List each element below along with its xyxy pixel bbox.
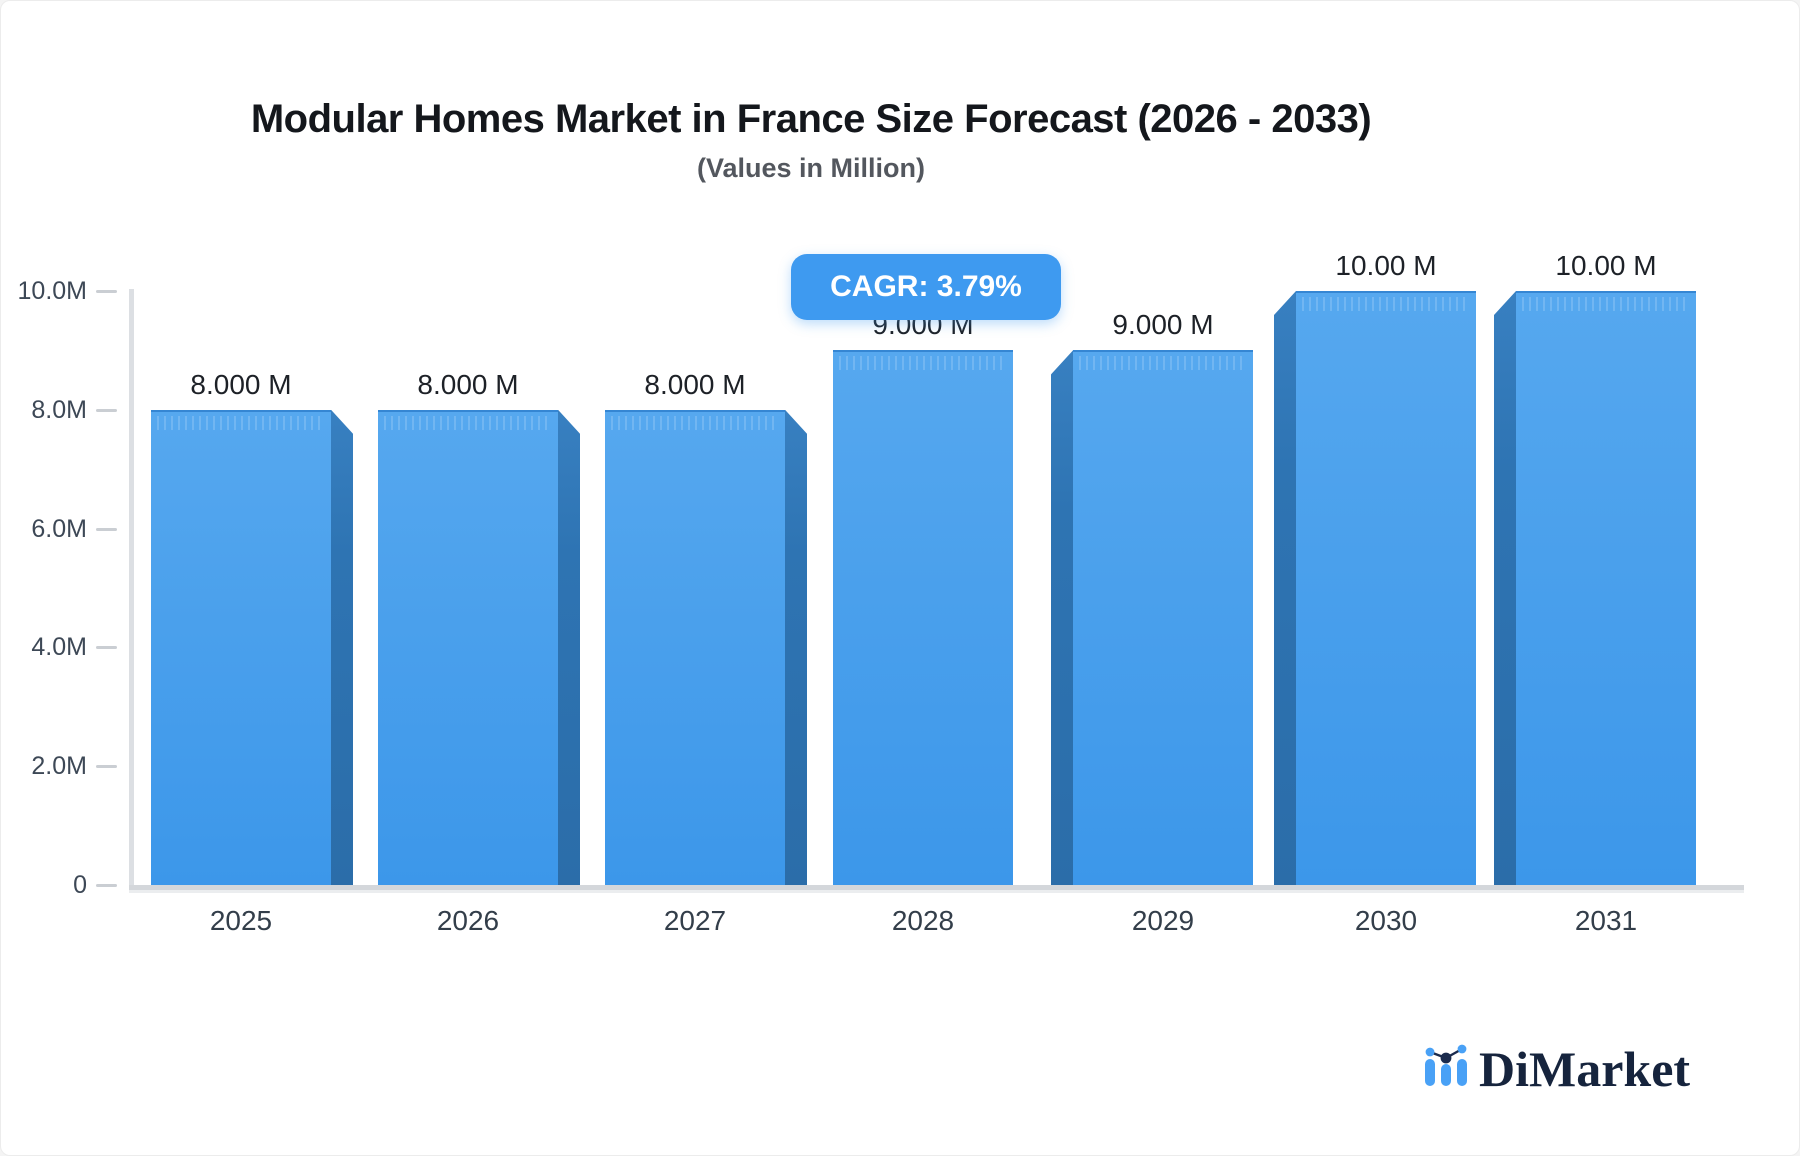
cagr-badge: CAGR: 3.79% xyxy=(791,254,1061,320)
dimarket-logo-text: DiMarket xyxy=(1479,1041,1691,1097)
x-axis-label-2030: 2030 xyxy=(1354,905,1418,936)
bar-2031[interactable] xyxy=(1516,291,1696,885)
bar-value-label-2031: 10.00 M xyxy=(1555,250,1657,281)
x-axis-label-2025: 2025 xyxy=(209,905,273,936)
x-axis-label-2031: 2031 xyxy=(1574,905,1638,936)
x-axis-shadow xyxy=(129,890,1744,893)
x-axis-label-2029: 2029 xyxy=(1131,905,1195,936)
y-tick-label: 8.0M xyxy=(31,395,87,424)
y-tick-label: 0 xyxy=(73,871,87,899)
chart-title: Modular Homes Market in France Size Fore… xyxy=(250,97,1372,141)
dimarket-logo: DiMarket xyxy=(1423,1041,1743,1111)
y-tick-label: 2.0M xyxy=(31,752,87,781)
bar-value-label-2030: 10.00 M xyxy=(1335,250,1437,281)
y-tick-mark xyxy=(96,527,117,531)
bar-side-face xyxy=(558,409,580,885)
bar-value-label-2025: 8.000 M xyxy=(190,368,292,400)
y-tick-label: 6.0M xyxy=(31,514,87,543)
y-tick-mark xyxy=(96,765,117,769)
bar-side-face xyxy=(1274,291,1296,885)
bar-value-label-2026: 8.000 M xyxy=(417,368,519,400)
bar-2030[interactable] xyxy=(1296,291,1476,885)
y-tick-mark xyxy=(96,884,117,887)
x-axis-label-2028: 2028 xyxy=(891,905,955,936)
dimarket-logo-icon xyxy=(1425,1044,1467,1086)
y-tick-mark xyxy=(96,646,117,650)
y-tick-label: 4.0M xyxy=(31,633,87,662)
y-tick-mark xyxy=(96,290,117,293)
bar-side-face xyxy=(785,409,807,885)
bar-value-label-2029: 9.000 M xyxy=(1112,309,1214,341)
bar-2027[interactable] xyxy=(605,409,785,885)
x-axis-label-2026: 2026 xyxy=(436,905,500,936)
x-axis-line xyxy=(129,885,1744,890)
bar-2026[interactable] xyxy=(378,409,558,885)
bar-side-face xyxy=(1494,291,1516,885)
chart-subtitle: (Values in Million) xyxy=(696,153,926,183)
y-axis-line xyxy=(129,289,134,887)
bar-side-face xyxy=(1051,350,1073,885)
bar-value-label-2027: 8.000 M xyxy=(644,368,746,400)
bar-2029[interactable] xyxy=(1073,350,1253,885)
y-tick-label: 10.0M xyxy=(17,277,87,305)
y-tick-mark xyxy=(96,408,117,412)
bar-2028[interactable] xyxy=(833,350,1013,885)
x-axis-label-2027: 2027 xyxy=(663,905,727,936)
bar-side-face xyxy=(331,409,353,885)
bar-2025[interactable] xyxy=(151,409,331,885)
